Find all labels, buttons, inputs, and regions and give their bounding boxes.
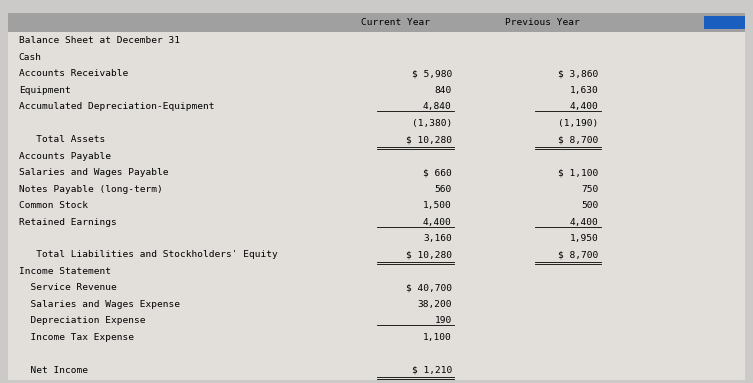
FancyBboxPatch shape bbox=[704, 16, 745, 29]
Text: (1,190): (1,190) bbox=[559, 119, 599, 128]
Text: Accounts Payable: Accounts Payable bbox=[19, 152, 111, 160]
Text: Income Tax Expense: Income Tax Expense bbox=[19, 333, 134, 342]
Text: Current Year: Current Year bbox=[361, 18, 430, 27]
Text: 4,400: 4,400 bbox=[570, 102, 599, 111]
Text: Income Statement: Income Statement bbox=[19, 267, 111, 276]
Text: $ 5,980: $ 5,980 bbox=[412, 69, 452, 78]
Text: Cash: Cash bbox=[19, 53, 42, 62]
Text: $ 3,860: $ 3,860 bbox=[559, 69, 599, 78]
Text: $ 1,100: $ 1,100 bbox=[559, 168, 599, 177]
Text: $ 10,280: $ 10,280 bbox=[406, 250, 452, 259]
Text: Total Liabilities and Stockholders' Equity: Total Liabilities and Stockholders' Equi… bbox=[19, 250, 278, 259]
Text: Service Revenue: Service Revenue bbox=[19, 283, 117, 292]
Text: 4,840: 4,840 bbox=[423, 102, 452, 111]
Text: Equipment: Equipment bbox=[19, 86, 71, 95]
FancyBboxPatch shape bbox=[8, 13, 745, 380]
Text: $ 40,700: $ 40,700 bbox=[406, 283, 452, 292]
Text: (1,380): (1,380) bbox=[412, 119, 452, 128]
Text: Salaries and Wages Expense: Salaries and Wages Expense bbox=[19, 300, 180, 309]
Text: 4,400: 4,400 bbox=[570, 218, 599, 226]
Text: 1,630: 1,630 bbox=[570, 86, 599, 95]
Text: Total Assets: Total Assets bbox=[19, 135, 105, 144]
Text: Net Income: Net Income bbox=[19, 366, 88, 375]
Text: Previous Year: Previous Year bbox=[505, 18, 580, 27]
Text: 750: 750 bbox=[581, 185, 599, 193]
Text: Balance Sheet at December 31: Balance Sheet at December 31 bbox=[19, 36, 180, 45]
Text: $ 660: $ 660 bbox=[423, 168, 452, 177]
Text: Notes Payable (long-term): Notes Payable (long-term) bbox=[19, 185, 163, 193]
Text: Salaries and Wages Payable: Salaries and Wages Payable bbox=[19, 168, 169, 177]
Text: 500: 500 bbox=[581, 201, 599, 210]
Text: Retained Earnings: Retained Earnings bbox=[19, 218, 117, 226]
Text: 3,160: 3,160 bbox=[423, 234, 452, 243]
Text: 1,100: 1,100 bbox=[423, 333, 452, 342]
Text: Accumulated Depreciation-Equipment: Accumulated Depreciation-Equipment bbox=[19, 102, 215, 111]
Text: Common Stock: Common Stock bbox=[19, 201, 88, 210]
Text: $ 10,280: $ 10,280 bbox=[406, 135, 452, 144]
Text: $ 1,210: $ 1,210 bbox=[412, 366, 452, 375]
FancyBboxPatch shape bbox=[8, 13, 745, 32]
Text: 190: 190 bbox=[434, 316, 452, 325]
Text: Depreciation Expense: Depreciation Expense bbox=[19, 316, 145, 325]
Text: 38,200: 38,200 bbox=[417, 300, 452, 309]
Text: 840: 840 bbox=[434, 86, 452, 95]
Text: $ 8,700: $ 8,700 bbox=[559, 250, 599, 259]
Text: 560: 560 bbox=[434, 185, 452, 193]
Text: Accounts Receivable: Accounts Receivable bbox=[19, 69, 128, 78]
Text: 4,400: 4,400 bbox=[423, 218, 452, 226]
Text: 1,500: 1,500 bbox=[423, 201, 452, 210]
Text: $ 8,700: $ 8,700 bbox=[559, 135, 599, 144]
Text: 1,950: 1,950 bbox=[570, 234, 599, 243]
